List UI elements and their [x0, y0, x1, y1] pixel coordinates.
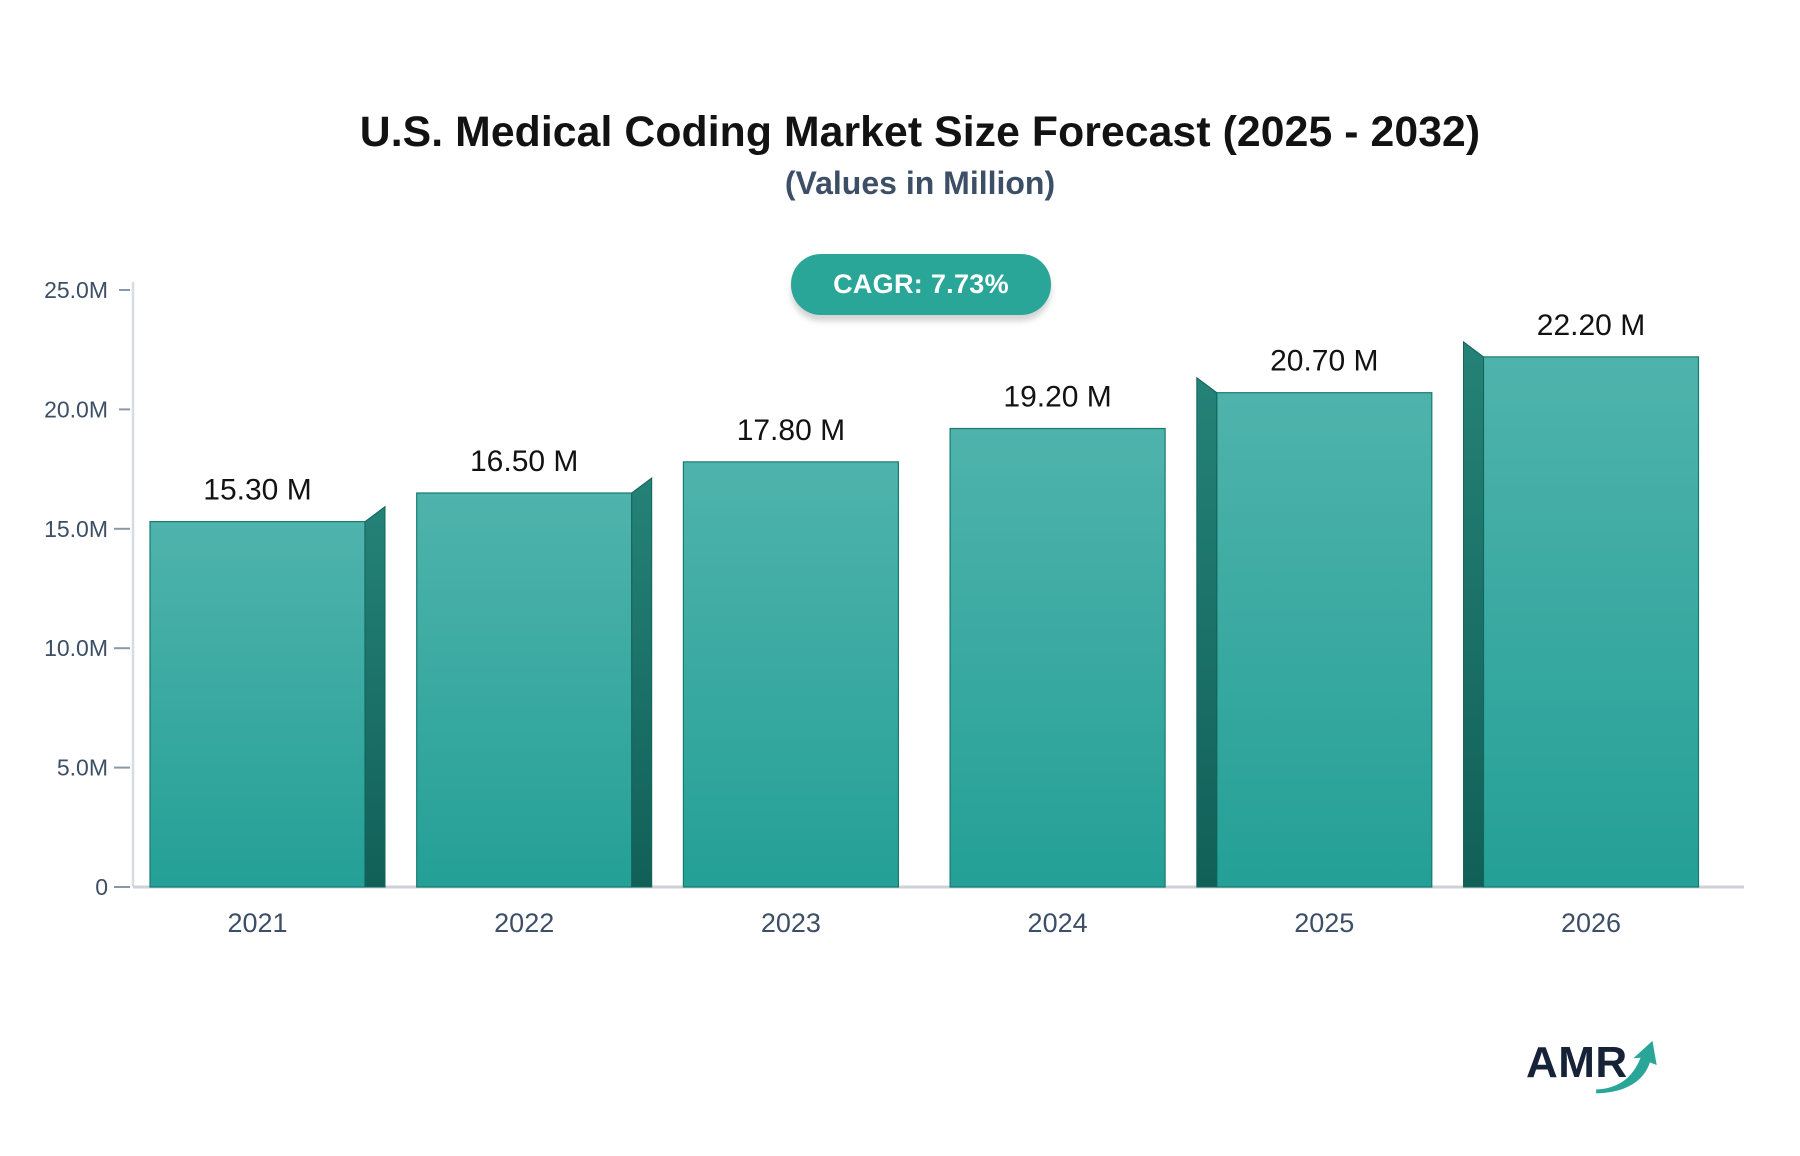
- svg-text:2024: 2024: [1028, 908, 1088, 938]
- svg-text:20.70 M: 20.70 M: [1270, 345, 1378, 378]
- svg-text:20.0M: 20.0M: [44, 396, 108, 422]
- svg-text:22.20 M: 22.20 M: [1537, 309, 1645, 342]
- svg-text:2026: 2026: [1561, 908, 1621, 938]
- svg-text:25.0M: 25.0M: [44, 277, 108, 303]
- svg-text:15.30 M: 15.30 M: [203, 474, 311, 507]
- svg-text:0: 0: [95, 874, 108, 900]
- svg-text:2023: 2023: [761, 908, 821, 938]
- svg-text:17.80 M: 17.80 M: [737, 414, 845, 447]
- svg-text:19.20 M: 19.20 M: [1003, 381, 1111, 414]
- svg-text:2022: 2022: [494, 908, 554, 938]
- svg-text:2021: 2021: [227, 908, 287, 938]
- svg-text:15.0M: 15.0M: [44, 516, 108, 542]
- svg-text:10.0M: 10.0M: [44, 635, 108, 661]
- svg-text:5.0M: 5.0M: [57, 755, 108, 781]
- svg-text:2025: 2025: [1294, 908, 1354, 938]
- svg-text:16.50 M: 16.50 M: [470, 445, 578, 478]
